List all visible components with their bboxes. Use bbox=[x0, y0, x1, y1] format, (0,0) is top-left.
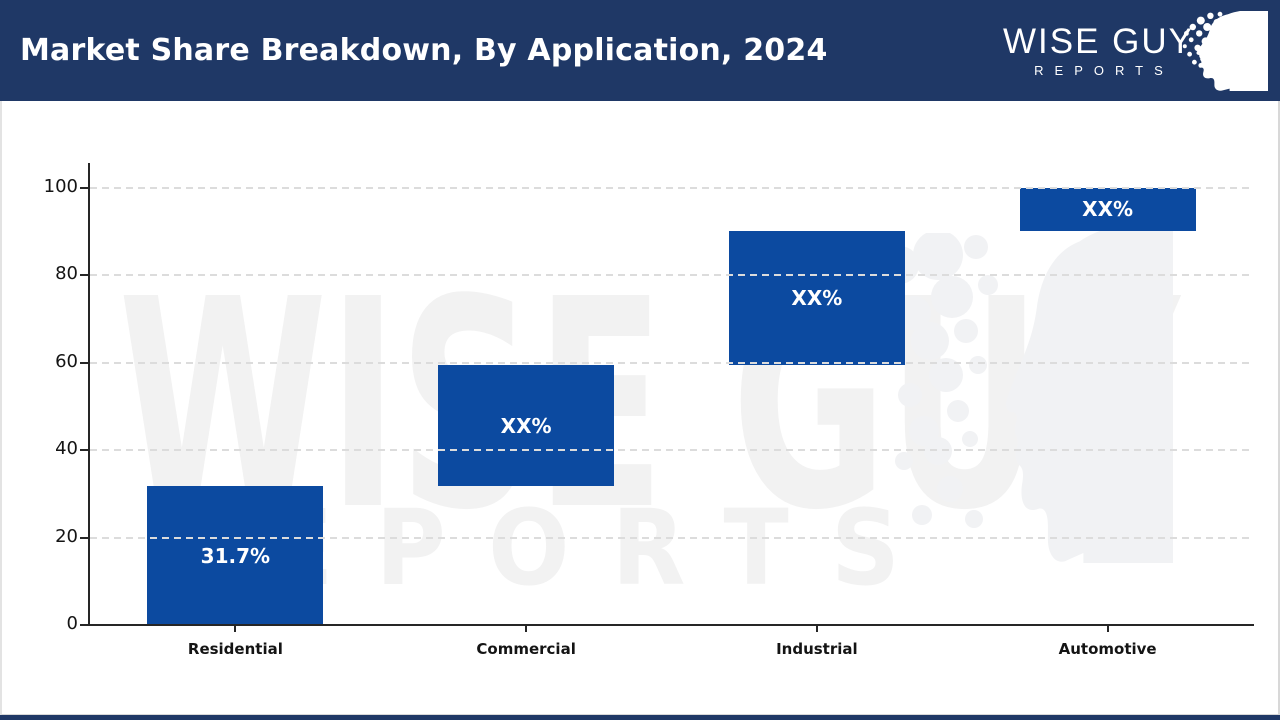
y-tick-label: 20 bbox=[55, 525, 78, 547]
category-label: Automotive bbox=[1058, 640, 1157, 658]
bar-value-label: 31.7% bbox=[200, 543, 271, 568]
y-tick-label: 0 bbox=[66, 613, 78, 634]
logo-text-block: WISE GUY REPORTS bbox=[1003, 24, 1194, 78]
y-tick bbox=[80, 449, 88, 451]
logo-subtitle: REPORTS bbox=[1034, 63, 1174, 78]
header-bar: Market Share Breakdown, By Application, … bbox=[0, 0, 1280, 101]
bar-residential bbox=[147, 486, 324, 625]
bar-value-label: XX% bbox=[500, 413, 552, 438]
x-tick bbox=[1106, 626, 1109, 632]
wise-guy-reports-logo: WISE GUY REPORTS bbox=[1003, 4, 1268, 98]
y-tick-label: 100 bbox=[43, 175, 78, 197]
bar-value-label: XX% bbox=[791, 286, 843, 311]
bar-commercial bbox=[438, 365, 615, 487]
gridline bbox=[90, 274, 1253, 276]
y-tick bbox=[80, 361, 88, 364]
x-tick bbox=[815, 626, 818, 632]
y-tick bbox=[80, 186, 88, 189]
y-tick bbox=[80, 274, 88, 276]
y-tick-label: 80 bbox=[55, 263, 78, 284]
category-label: Commercial bbox=[476, 640, 576, 658]
bar-industrial bbox=[728, 231, 905, 366]
gridline bbox=[90, 186, 1253, 189]
bar-value-label: XX% bbox=[1082, 197, 1134, 222]
gridline bbox=[90, 361, 1253, 364]
category-label: Industrial bbox=[776, 640, 858, 658]
x-tick bbox=[234, 626, 237, 632]
y-tick-label: 40 bbox=[55, 438, 78, 459]
y-tick-label: 60 bbox=[55, 350, 78, 372]
x-tick bbox=[525, 626, 528, 632]
category-label: Residential bbox=[187, 640, 283, 658]
watermark-face-graphic bbox=[1006, 228, 1173, 563]
bar-automotive bbox=[1019, 187, 1196, 232]
x-axis-spine bbox=[88, 624, 1254, 626]
y-tick bbox=[80, 536, 88, 539]
page-title: Market Share Breakdown, By Application, … bbox=[20, 33, 828, 68]
logo-face-icon bbox=[1182, 11, 1268, 91]
gridline bbox=[90, 536, 1253, 539]
footer-accent-bar bbox=[0, 715, 1280, 720]
gridline bbox=[90, 449, 1253, 451]
watermark-dots-graphic bbox=[881, 233, 998, 528]
y-tick bbox=[80, 624, 88, 626]
y-axis-spine bbox=[88, 163, 90, 626]
logo-wordmark: WISE GUY bbox=[1002, 22, 1194, 61]
